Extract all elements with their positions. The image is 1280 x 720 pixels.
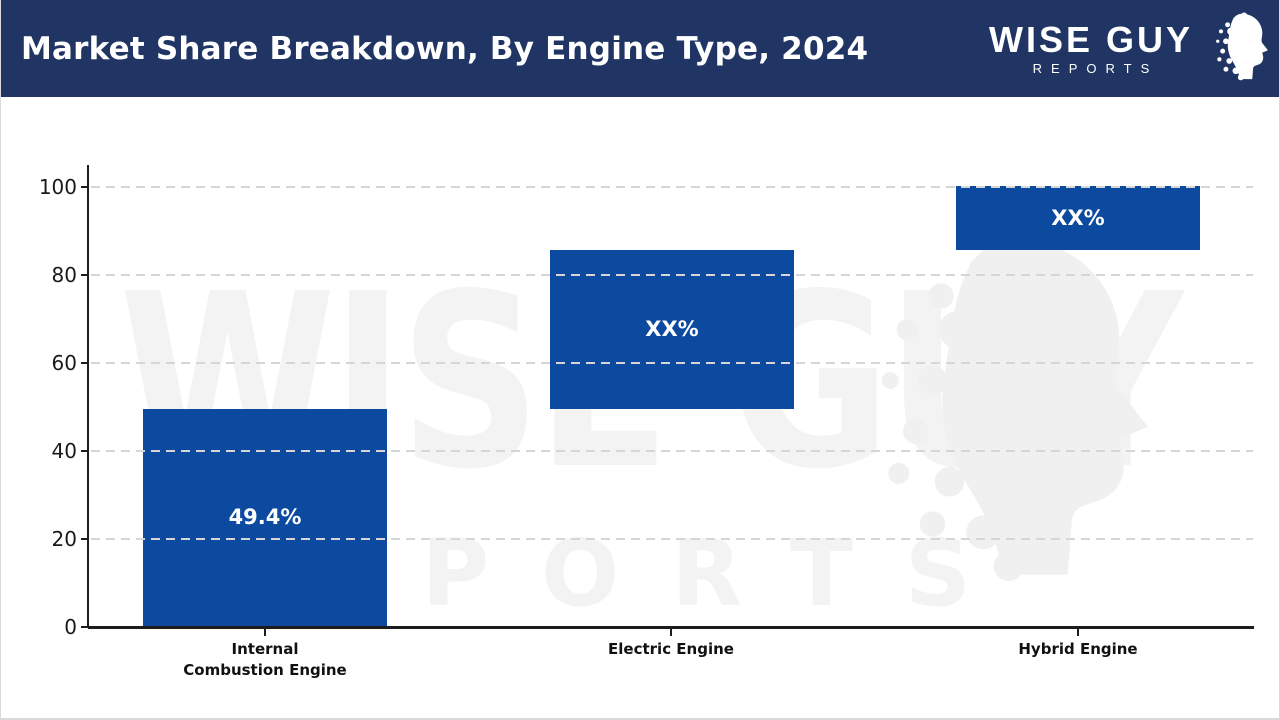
x-label-internal-combustion-engine: Internal Combustion Engine (105, 639, 425, 681)
x-label-line: Internal (231, 640, 299, 658)
gridline-40 (91, 450, 1253, 452)
logo-subtext: REPORTS (1032, 61, 1159, 76)
wiseguy-logo: WISE GUY REPORTS (988, 7, 1279, 91)
y-tick (81, 186, 87, 188)
x-label-line: Electric Engine (608, 640, 734, 658)
x-label-hybrid-engine: Hybrid Engine (918, 639, 1238, 660)
y-tick (81, 538, 87, 540)
x-label-line: Hybrid Engine (1018, 640, 1138, 658)
plot-area: WISE GUY REPORTS 49.4% XX% XX% (89, 165, 1255, 626)
wiseguy-head-icon (1198, 7, 1272, 91)
y-tick-label: 40 (51, 439, 77, 463)
x-tick (264, 628, 266, 636)
header-bar: Market Share Breakdown, By Engine Type, … (1, 0, 1279, 97)
y-tick-label: 80 (51, 263, 77, 287)
x-tick (1077, 628, 1079, 636)
bar-electric-engine: XX% (550, 249, 794, 409)
y-tick (81, 450, 87, 452)
bar-hybrid-engine: XX% (956, 186, 1200, 250)
bar-value-label: XX% (1051, 205, 1105, 230)
bar-internal-combustion-engine: 49.4% (143, 408, 387, 626)
y-tick (81, 274, 87, 276)
x-axis-line (88, 626, 1254, 629)
x-tick (670, 628, 672, 636)
y-tick (81, 626, 87, 628)
logo-wordmark: WISE GUY (988, 19, 1193, 60)
y-tick-label: 0 (64, 615, 77, 639)
y-tick-label: 20 (51, 527, 77, 551)
watermark-head-icon (789, 215, 1169, 609)
y-tick-label: 60 (51, 351, 77, 375)
x-label-line: Combustion Engine (183, 661, 347, 679)
x-label-electric-engine: Electric Engine (511, 639, 831, 660)
logo-text: WISE GUY REPORTS (988, 19, 1193, 76)
y-tick-label: 100 (38, 175, 77, 199)
gridline-20 (91, 538, 1253, 540)
y-axis-line (87, 165, 89, 628)
y-tick (81, 362, 87, 364)
bar-value-label: 49.4% (228, 505, 302, 530)
page-title: Market Share Breakdown, By Engine Type, … (21, 30, 869, 67)
gridline-60 (91, 362, 1253, 364)
gridline-100 (91, 186, 1253, 188)
bar-value-label: XX% (645, 317, 699, 342)
gridline-80 (91, 274, 1253, 276)
